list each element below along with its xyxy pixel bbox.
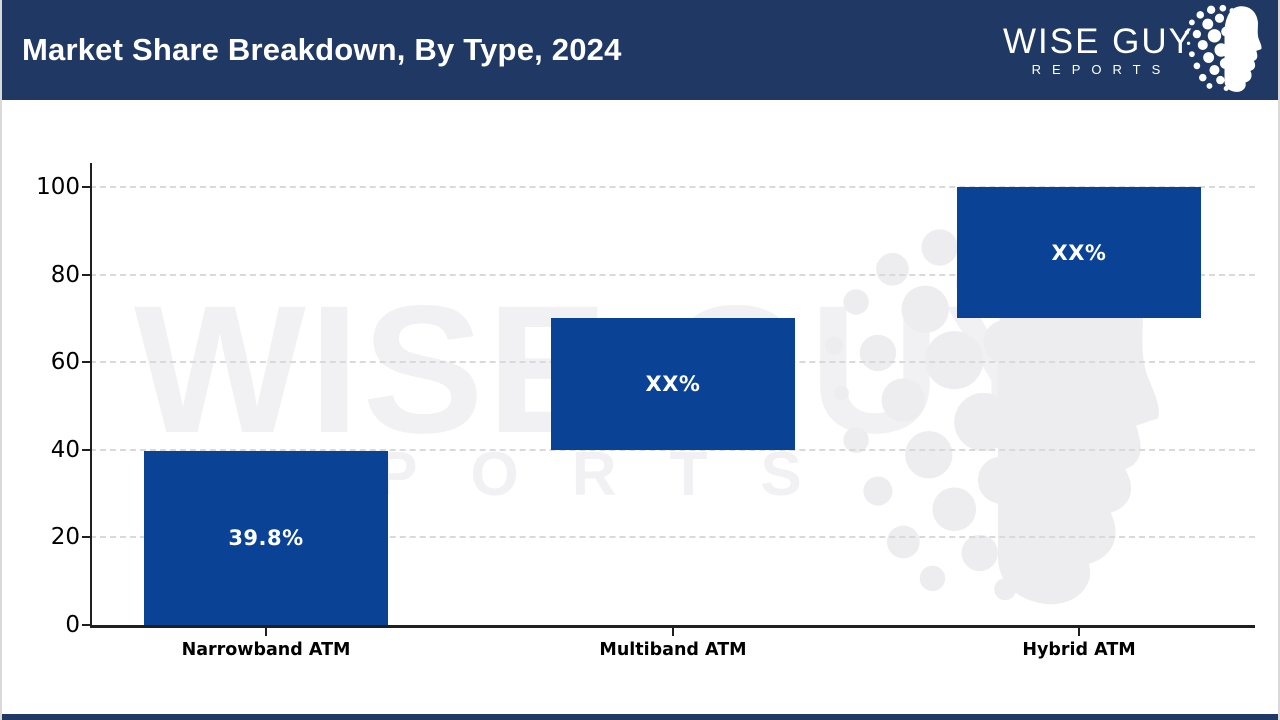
- gridline-20: [90, 536, 1255, 539]
- gridline-100: [90, 186, 1255, 188]
- bar-value-label: XX%: [1051, 240, 1107, 265]
- chart-title: Market Share Breakdown, By Type, 2024: [22, 32, 622, 67]
- logo-reports-label: REPORTS: [1031, 61, 1172, 77]
- y-tick-0: [82, 624, 90, 626]
- y-tick-label-100: 100: [36, 174, 80, 200]
- x-tick-2: [1078, 628, 1080, 636]
- x-tick-label-0: Narrowband ATM: [181, 640, 351, 660]
- y-tick-label-40: 40: [50, 436, 80, 463]
- gridline-40: [90, 448, 1255, 451]
- bar-value-label: XX%: [645, 372, 701, 397]
- logo-text: WISE GUY REPORTS: [1003, 24, 1194, 77]
- y-tick-60: [82, 361, 90, 364]
- footer-accent-bar: [2, 714, 1278, 720]
- y-tick-label-20: 20: [50, 524, 80, 551]
- bar-narrowband-atm: 39.8%: [144, 450, 388, 625]
- x-tick-label-2: Hybrid ATM: [1022, 640, 1136, 660]
- bar-value-label: 39.8%: [228, 525, 304, 550]
- x-axis-line: [90, 625, 1255, 628]
- y-tick-80: [82, 273, 90, 276]
- y-tick-label-60: 60: [50, 349, 80, 376]
- x-tick-1: [672, 628, 674, 636]
- y-tick-40: [82, 448, 90, 451]
- x-tick-label-1: Multiband ATM: [599, 640, 747, 660]
- gridline-80: [90, 273, 1255, 276]
- y-tick-label-80: 80: [50, 261, 80, 288]
- y-tick-100: [82, 186, 90, 188]
- y-tick-label-0: 0: [65, 612, 80, 638]
- bar-multiband-atm: XX%: [551, 318, 795, 450]
- x-tick-0: [265, 628, 267, 636]
- wise-guy-reports-logo: WISE GUY REPORTS: [1003, 4, 1264, 96]
- y-axis-line: [90, 163, 92, 625]
- bar-hybrid-atm: XX%: [957, 187, 1201, 319]
- logo-wiseguy-label: WISE GUY: [1002, 21, 1194, 61]
- y-tick-20: [82, 536, 90, 539]
- header-bar: Market Share Breakdown, By Type, 2024 WI…: [2, 0, 1278, 100]
